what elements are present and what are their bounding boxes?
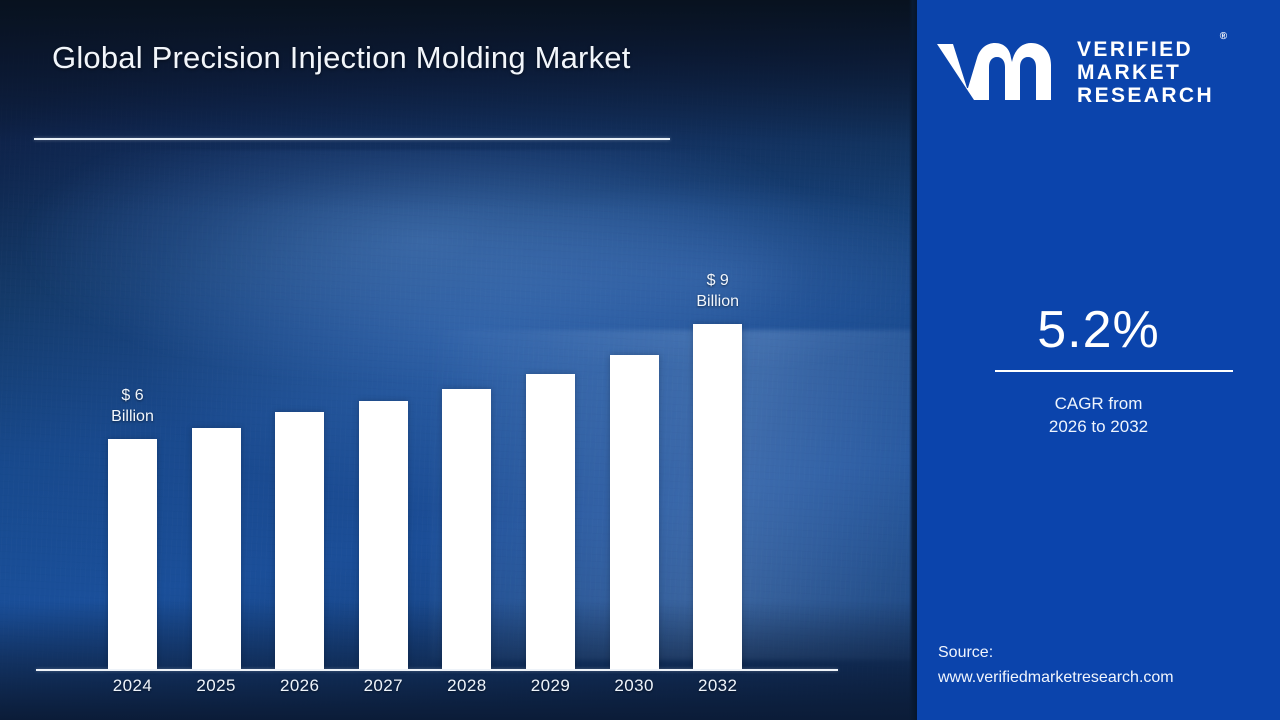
x-tick-2030: 2030 [614,676,654,695]
page-title: Global Precision Injection Molding Marke… [52,40,631,75]
chart-panel: Global Precision Injection Molding Marke… [0,0,917,720]
x-tick-2029: 2029 [530,676,571,695]
verified-market-research-logo: VERIFIED MARKET RESEARCH ® [935,26,1265,118]
x-tick-2032: 2032 [697,676,738,695]
bar-value-amount: $ 9 [706,272,729,289]
source-label: Source: [938,644,994,661]
bar-2032 [693,324,743,669]
bar-2025 [191,427,241,669]
logo-line-verified: VERIFIED [1077,37,1194,61]
cagr-caption-line2: 2026 to 2032 [1048,417,1149,436]
source-url[interactable]: www.verifiedmarketresearch.com [938,669,1174,686]
logo-line-market: MARKET [1077,60,1182,84]
bar-2030 [609,354,659,669]
bar-value-label-2024: $ 6 Billion [73,385,193,427]
x-tick-2025: 2025 [196,676,236,695]
bar-2027 [358,400,408,669]
bar-2028 [442,389,492,669]
x-tick-2028: 2028 [447,676,487,695]
logo-line-research: RESEARCH [1077,83,1215,107]
bar-2029 [526,373,575,669]
bar-2026 [275,412,325,669]
x-tick-2026: 2026 [279,676,320,695]
bar-value-unit: Billion [111,408,154,425]
bar-value-amount: $ 6 [121,387,144,404]
source-attribution: Source: www.verifiedmarketresearch.com [938,640,1268,690]
vmr-wordmark-icon [937,43,1051,100]
brand-panel: VERIFIED MARKET RESEARCH ® 5.2% CAGR fro… [917,0,1280,720]
cagr-caption-line1: CAGR from [1054,394,1143,413]
panel-divider [909,0,917,720]
logo-wordmark-text: VERIFIED MARKET RESEARCH ® [1077,31,1227,107]
title-underline-divider [34,138,670,140]
cagr-caption: CAGR from 2026 to 2032 [917,392,1280,438]
registered-trademark-icon: ® [1219,30,1228,42]
bar-value-label-2032: $ 9 Billion [658,270,778,312]
bar-chart: $ 6 Billion $ 9 Billion 2024 2025 2026 2027 202… [36,270,838,695]
bar-value-unit: Billion [696,293,740,310]
background-top-shade [0,0,917,210]
x-axis-line [36,669,838,671]
x-tick-2024: 2024 [112,676,153,695]
cagr-value: 5.2% [1037,301,1160,359]
bar-2024 [108,439,157,669]
cagr-divider [995,370,1233,372]
x-tick-2027: 2027 [363,676,403,695]
